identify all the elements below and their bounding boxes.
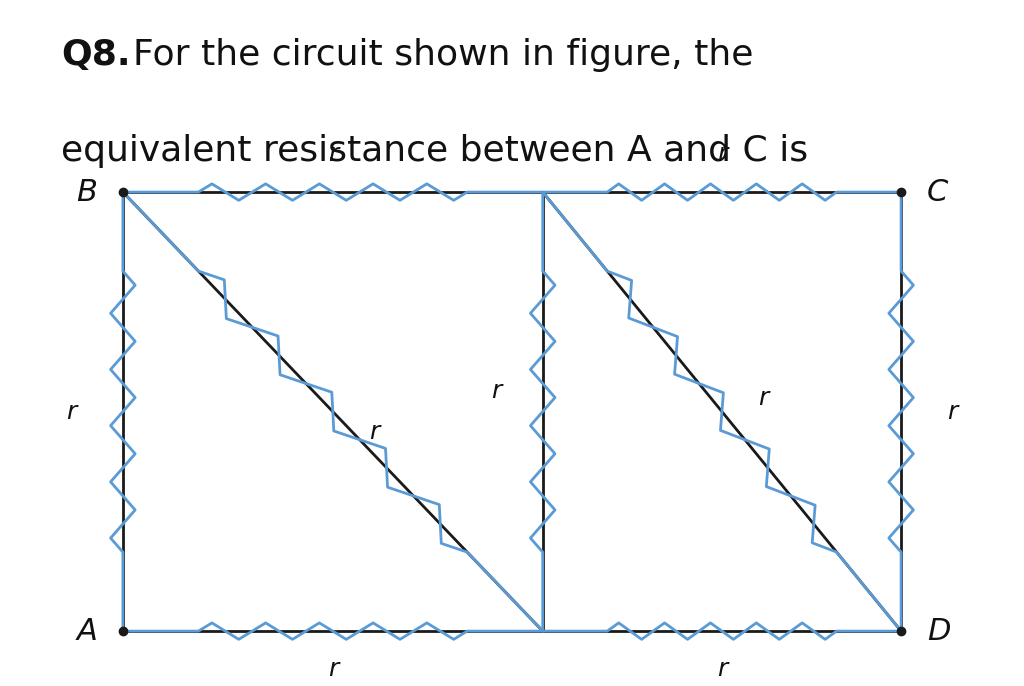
Text: equivalent resistance between A and C is: equivalent resistance between A and C is: [61, 134, 809, 168]
Text: A: A: [77, 617, 97, 646]
Text: r: r: [717, 657, 727, 681]
Text: r: r: [947, 400, 957, 423]
Text: r: r: [369, 421, 379, 444]
Text: r: r: [492, 379, 502, 403]
Text: r: r: [717, 143, 727, 166]
Text: For the circuit shown in figure, the: For the circuit shown in figure, the: [133, 38, 754, 72]
Text: r: r: [758, 386, 768, 410]
Text: D: D: [927, 617, 950, 646]
Text: C: C: [927, 178, 948, 206]
Text: r: r: [328, 657, 338, 681]
Text: Q8.: Q8.: [61, 38, 131, 72]
Text: B: B: [77, 178, 97, 206]
Text: r: r: [328, 143, 338, 166]
Text: r: r: [67, 400, 77, 423]
